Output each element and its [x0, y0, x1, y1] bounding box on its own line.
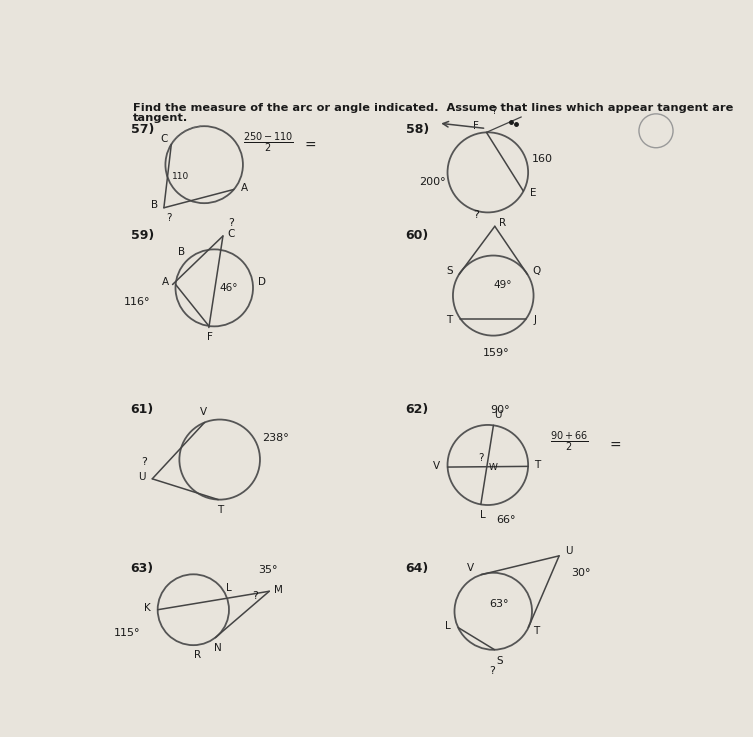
- Text: T: T: [533, 626, 539, 635]
- Text: V: V: [200, 407, 206, 416]
- Text: 116°: 116°: [124, 297, 151, 307]
- Text: 159°: 159°: [483, 349, 510, 358]
- Text: 58): 58): [406, 123, 429, 136]
- Text: 61): 61): [130, 403, 154, 416]
- Text: 160: 160: [532, 153, 553, 164]
- Text: 110: 110: [172, 172, 190, 181]
- Text: R: R: [194, 650, 202, 660]
- Text: A: A: [241, 183, 248, 193]
- Text: W: W: [489, 463, 498, 472]
- Text: L: L: [445, 621, 451, 631]
- Text: U: U: [494, 411, 501, 420]
- Text: T: T: [217, 505, 223, 514]
- Text: L: L: [226, 583, 232, 593]
- Text: N: N: [215, 643, 222, 653]
- Text: T: T: [447, 315, 453, 325]
- Text: 200°: 200°: [419, 177, 445, 186]
- Text: 30°: 30°: [571, 567, 590, 578]
- Text: 60): 60): [406, 228, 429, 242]
- Text: A: A: [162, 277, 169, 287]
- Text: K: K: [145, 603, 151, 613]
- Text: U: U: [138, 472, 145, 482]
- Text: U: U: [565, 546, 572, 556]
- Text: 63): 63): [130, 562, 154, 575]
- Text: E: E: [530, 188, 537, 198]
- Text: Find the measure of the arc or angle indicated.  Assume that lines which appear : Find the measure of the arc or angle ind…: [133, 103, 733, 113]
- Text: 59): 59): [130, 228, 154, 242]
- Text: ?: ?: [166, 213, 171, 223]
- Text: tangent.: tangent.: [133, 113, 188, 123]
- Text: R: R: [499, 218, 506, 228]
- Text: M: M: [274, 584, 283, 595]
- Text: $\frac{90+66}{2}$: $\frac{90+66}{2}$: [550, 430, 588, 454]
- Text: V: V: [467, 564, 474, 573]
- Text: Q: Q: [532, 266, 541, 276]
- Text: 49°: 49°: [493, 280, 512, 290]
- Text: ?: ?: [489, 666, 495, 677]
- Text: L: L: [480, 510, 485, 520]
- Text: 64): 64): [406, 562, 429, 575]
- Text: ?: ?: [474, 211, 479, 220]
- Text: =: =: [609, 439, 621, 453]
- Text: T: T: [535, 460, 541, 469]
- Text: 62): 62): [406, 403, 429, 416]
- Text: =: =: [305, 139, 316, 153]
- Text: 238°: 238°: [262, 433, 289, 443]
- Text: S: S: [496, 655, 502, 666]
- Text: C: C: [160, 134, 167, 144]
- Text: C: C: [227, 228, 234, 239]
- Text: J: J: [534, 315, 537, 325]
- Text: 46°: 46°: [219, 283, 237, 293]
- Text: 66°: 66°: [497, 515, 516, 525]
- Text: ?: ?: [478, 453, 483, 463]
- Text: 63°: 63°: [489, 598, 509, 609]
- Text: V: V: [433, 461, 441, 470]
- Text: F: F: [474, 121, 479, 131]
- Text: 57): 57): [130, 123, 154, 136]
- Text: 115°: 115°: [114, 628, 140, 638]
- Text: ?: ?: [492, 106, 497, 116]
- Text: ?: ?: [227, 218, 233, 228]
- Text: 35°: 35°: [258, 565, 277, 575]
- Text: B: B: [178, 247, 184, 257]
- Text: ?: ?: [142, 457, 148, 467]
- Text: F: F: [208, 332, 213, 342]
- Text: B: B: [151, 200, 158, 210]
- Text: ?: ?: [252, 591, 258, 601]
- Text: D: D: [258, 277, 266, 287]
- Text: S: S: [447, 266, 453, 276]
- Text: $\frac{250-110}{2}$: $\frac{250-110}{2}$: [243, 130, 294, 155]
- Text: 90°: 90°: [490, 405, 510, 414]
